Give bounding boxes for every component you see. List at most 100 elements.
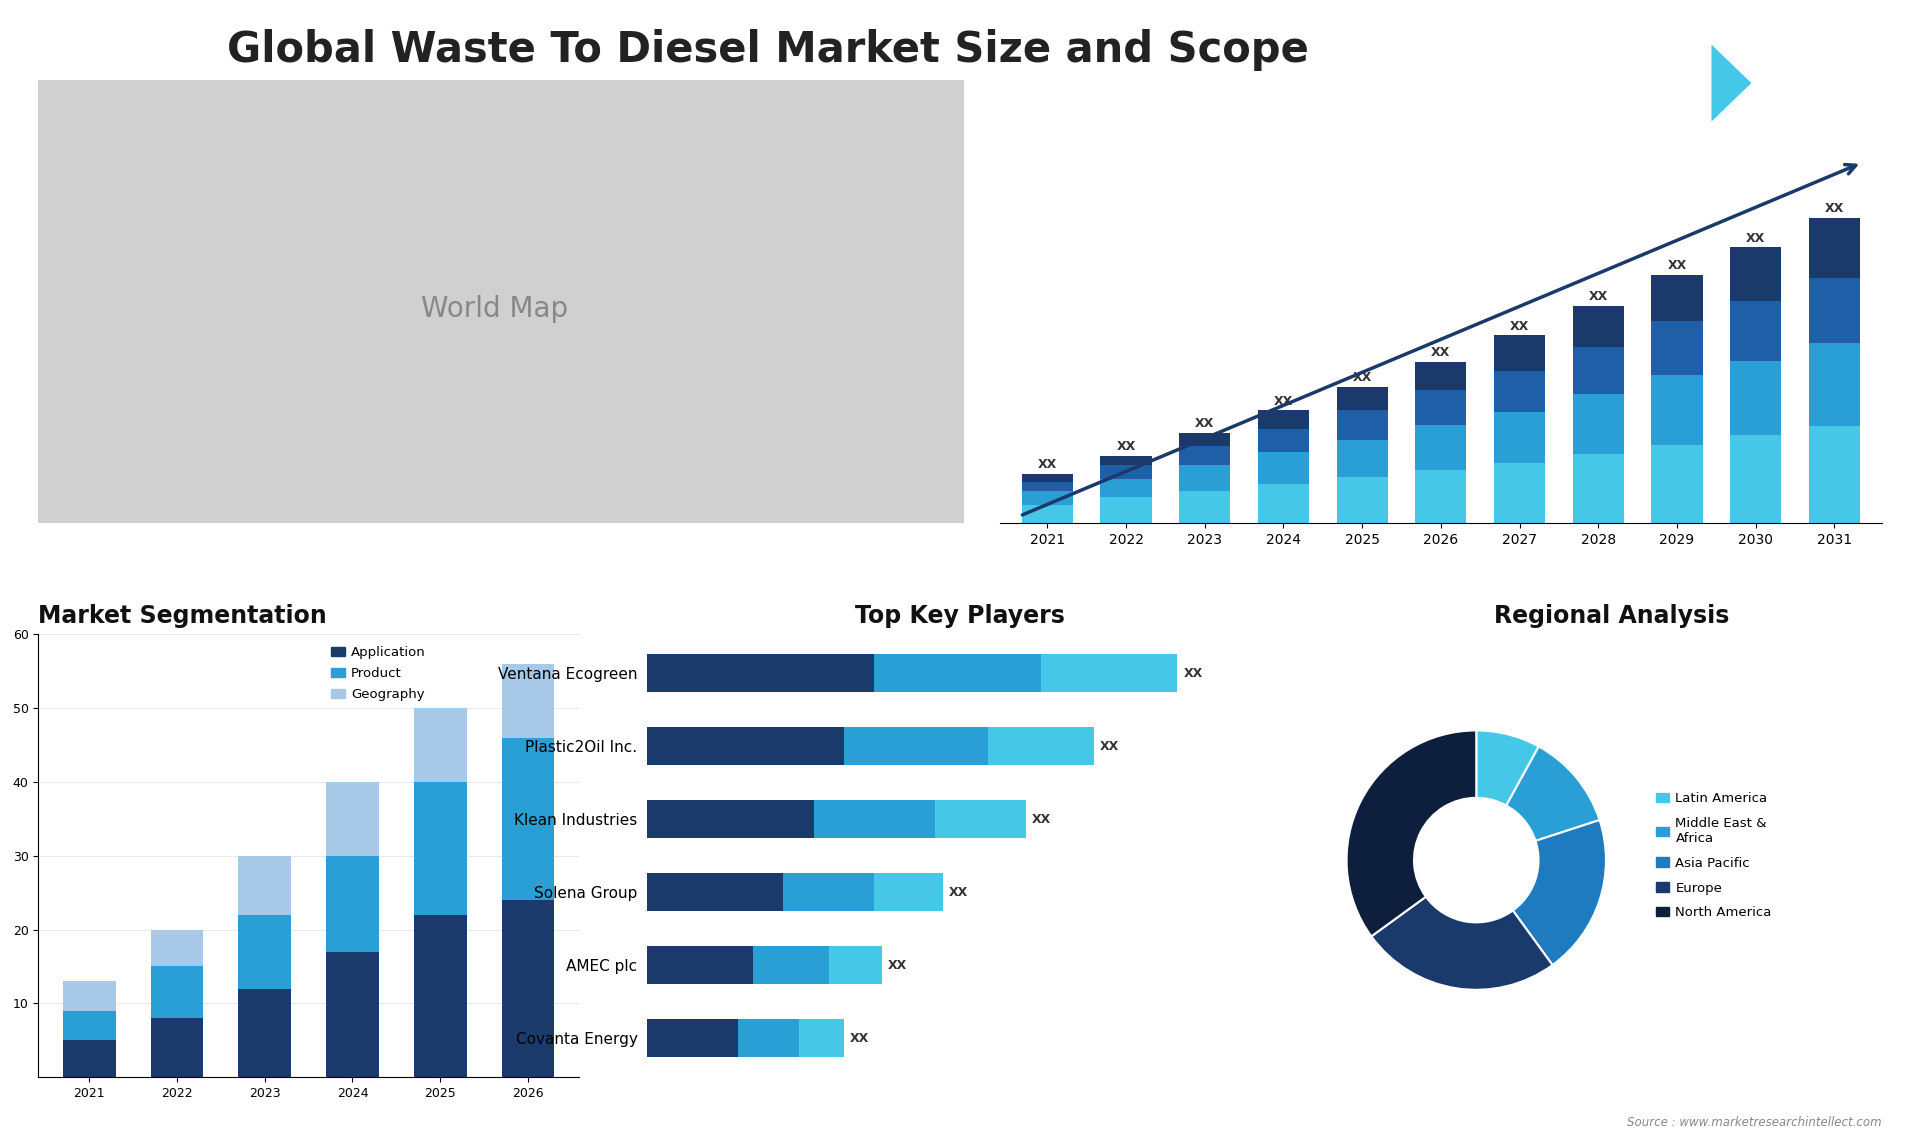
- Bar: [1179, 432, 1231, 447]
- Bar: [1100, 479, 1152, 497]
- Bar: [1258, 410, 1309, 429]
- Bar: [238, 989, 292, 1077]
- Text: XX: XX: [1745, 231, 1764, 244]
- Bar: [1415, 390, 1467, 425]
- Text: XX: XX: [1273, 394, 1292, 408]
- Bar: [1809, 343, 1860, 426]
- Bar: [1494, 463, 1546, 524]
- Text: XX: XX: [1037, 458, 1056, 471]
- Text: XX: XX: [1824, 202, 1843, 215]
- Bar: [150, 1018, 204, 1077]
- Bar: [150, 966, 204, 1018]
- Bar: [326, 951, 378, 1077]
- Text: XX: XX: [889, 959, 908, 972]
- Bar: [753, 947, 829, 984]
- Bar: [935, 800, 1025, 838]
- Bar: [1021, 481, 1073, 490]
- Bar: [1336, 410, 1388, 440]
- Bar: [501, 664, 555, 738]
- Text: Source : www.marketresearchintellect.com: Source : www.marketresearchintellect.com: [1626, 1116, 1882, 1129]
- Bar: [1021, 505, 1073, 524]
- Bar: [647, 728, 845, 766]
- Bar: [238, 915, 292, 989]
- Polygon shape: [1711, 45, 1751, 121]
- Bar: [647, 947, 753, 984]
- Bar: [1730, 435, 1782, 524]
- Bar: [1494, 370, 1546, 413]
- Bar: [1572, 454, 1624, 524]
- Bar: [501, 900, 555, 1077]
- Text: XX: XX: [1430, 346, 1450, 360]
- Bar: [1809, 278, 1860, 343]
- Bar: [1494, 336, 1546, 370]
- Text: MARKET: MARKET: [1772, 52, 1820, 62]
- Bar: [647, 654, 874, 692]
- Text: XX: XX: [1194, 417, 1213, 430]
- Text: XX: XX: [1352, 371, 1371, 384]
- Bar: [845, 728, 989, 766]
- Bar: [1100, 456, 1152, 465]
- Text: XX: XX: [1509, 320, 1528, 332]
- Text: XX: XX: [948, 886, 968, 898]
- Bar: [1415, 470, 1467, 524]
- Bar: [415, 915, 467, 1077]
- Bar: [874, 654, 1041, 692]
- Bar: [737, 1019, 799, 1057]
- Bar: [1258, 485, 1309, 524]
- Text: XX: XX: [1100, 739, 1119, 753]
- Bar: [1730, 248, 1782, 301]
- Bar: [829, 947, 881, 984]
- Bar: [799, 1019, 845, 1057]
- Text: XX: XX: [1031, 813, 1052, 825]
- Bar: [63, 981, 115, 1011]
- Bar: [1730, 301, 1782, 361]
- Bar: [783, 873, 874, 911]
- Bar: [874, 873, 943, 911]
- Bar: [1336, 477, 1388, 524]
- Bar: [1021, 474, 1073, 481]
- Bar: [1336, 440, 1388, 477]
- Bar: [1572, 306, 1624, 347]
- Bar: [1336, 387, 1388, 410]
- Bar: [1258, 452, 1309, 485]
- Bar: [238, 856, 292, 915]
- Bar: [1651, 322, 1703, 375]
- Bar: [1041, 654, 1177, 692]
- Bar: [501, 738, 555, 900]
- Bar: [1179, 447, 1231, 465]
- Bar: [326, 856, 378, 951]
- Legend: Application, Product, Geography: Application, Product, Geography: [326, 641, 432, 706]
- Text: Market Segmentation: Market Segmentation: [38, 604, 326, 628]
- Bar: [647, 800, 814, 838]
- Bar: [63, 1011, 115, 1041]
- Bar: [1415, 425, 1467, 470]
- Bar: [1809, 218, 1860, 278]
- Bar: [415, 782, 467, 915]
- Bar: [647, 1019, 737, 1057]
- Legend: Latin America, Middle East &
Africa, Asia Pacific, Europe, North America: Latin America, Middle East & Africa, Asi…: [1651, 786, 1778, 925]
- Bar: [1809, 426, 1860, 524]
- Bar: [1179, 490, 1231, 524]
- Title: Regional Analysis: Regional Analysis: [1494, 604, 1730, 628]
- Polygon shape: [1651, 45, 1716, 125]
- Bar: [1415, 362, 1467, 390]
- Bar: [989, 728, 1094, 766]
- Bar: [1651, 445, 1703, 524]
- Text: XX: XX: [1588, 290, 1607, 303]
- Text: XX: XX: [851, 1031, 870, 1045]
- Bar: [326, 782, 378, 856]
- Bar: [814, 800, 935, 838]
- Bar: [1651, 375, 1703, 445]
- Bar: [1100, 497, 1152, 524]
- Bar: [63, 1041, 115, 1077]
- Text: INTELLECT: INTELLECT: [1772, 109, 1834, 119]
- Bar: [647, 873, 783, 911]
- Bar: [1572, 347, 1624, 394]
- Bar: [1572, 394, 1624, 454]
- Text: Global Waste To Diesel Market Size and Scope: Global Waste To Diesel Market Size and S…: [227, 29, 1309, 71]
- Text: XX: XX: [1667, 259, 1686, 273]
- Bar: [1651, 275, 1703, 322]
- Bar: [1021, 490, 1073, 505]
- Bar: [415, 708, 467, 782]
- Bar: [1258, 429, 1309, 452]
